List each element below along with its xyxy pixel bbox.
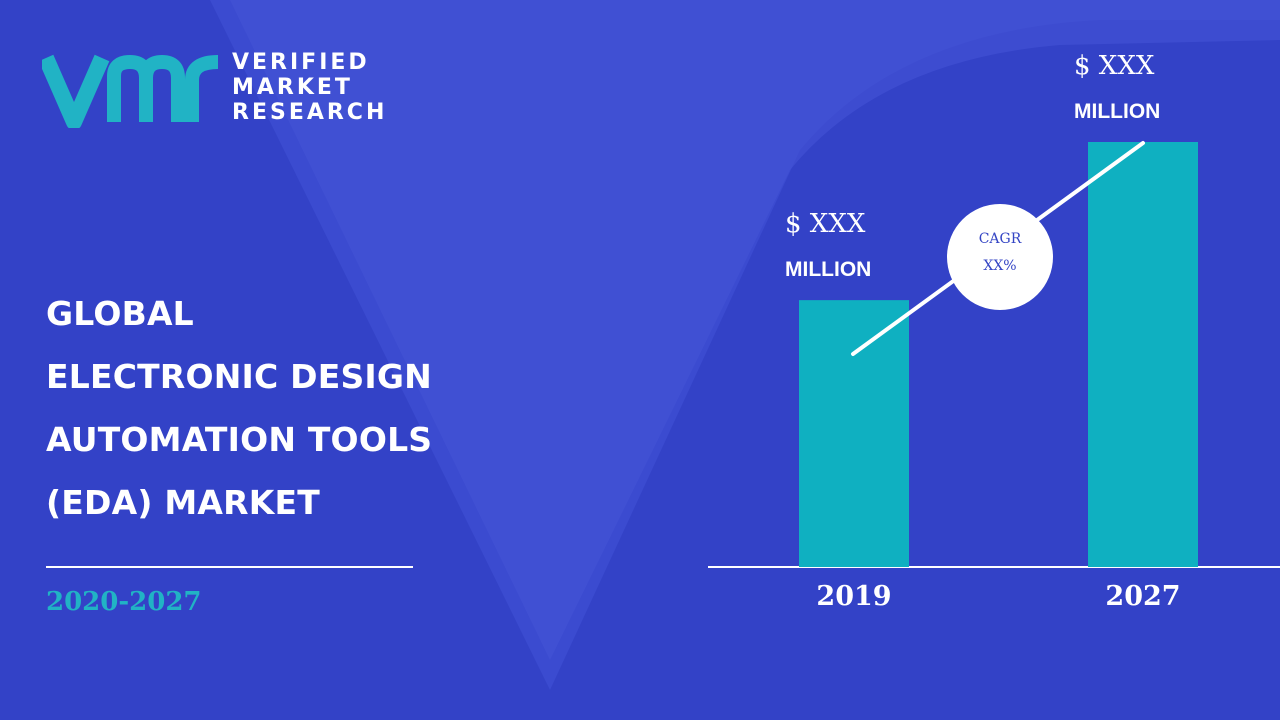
x-tick-label-2027: 2027 — [1105, 581, 1180, 612]
title-line-4: (EDA) MARKET — [46, 483, 320, 522]
value-label-unit-2027: MILLION — [1074, 100, 1160, 123]
brand-name-line-1: VERIFIED — [232, 50, 370, 75]
cagr-label: CAGR — [979, 231, 1022, 247]
brand-logo: VERIFIED MARKET RESEARCH — [42, 48, 402, 128]
value-label-amount-2019: $ XXX — [785, 209, 866, 239]
title-line-1: GLOBAL — [46, 294, 194, 333]
forecast-period: 2020-2027 — [46, 587, 202, 617]
x-tick-label-2019: 2019 — [816, 581, 891, 612]
title-line-3: AUTOMATION TOOLS — [46, 420, 433, 459]
vmr-logo-icon — [42, 54, 219, 128]
cagr-value: XX% — [983, 258, 1016, 274]
value-label-unit-2019: MILLION — [785, 258, 871, 281]
brand-name: VERIFIED MARKET RESEARCH — [232, 50, 387, 125]
cagr-badge — [947, 204, 1053, 310]
page-title: GLOBAL ELECTRONIC DESIGN AUTOMATION TOOL… — [46, 282, 606, 534]
background-v-highlight — [230, 0, 1280, 660]
brand-name-line-2: MARKET — [232, 75, 353, 100]
brand-name-line-3: RESEARCH — [232, 100, 388, 125]
bar-2019 — [799, 300, 909, 567]
title-line-2: ELECTRONIC DESIGN — [46, 357, 432, 396]
title-divider — [46, 566, 413, 568]
bar-2027 — [1088, 142, 1198, 567]
value-label-amount-2027: $ XXX — [1074, 51, 1155, 81]
